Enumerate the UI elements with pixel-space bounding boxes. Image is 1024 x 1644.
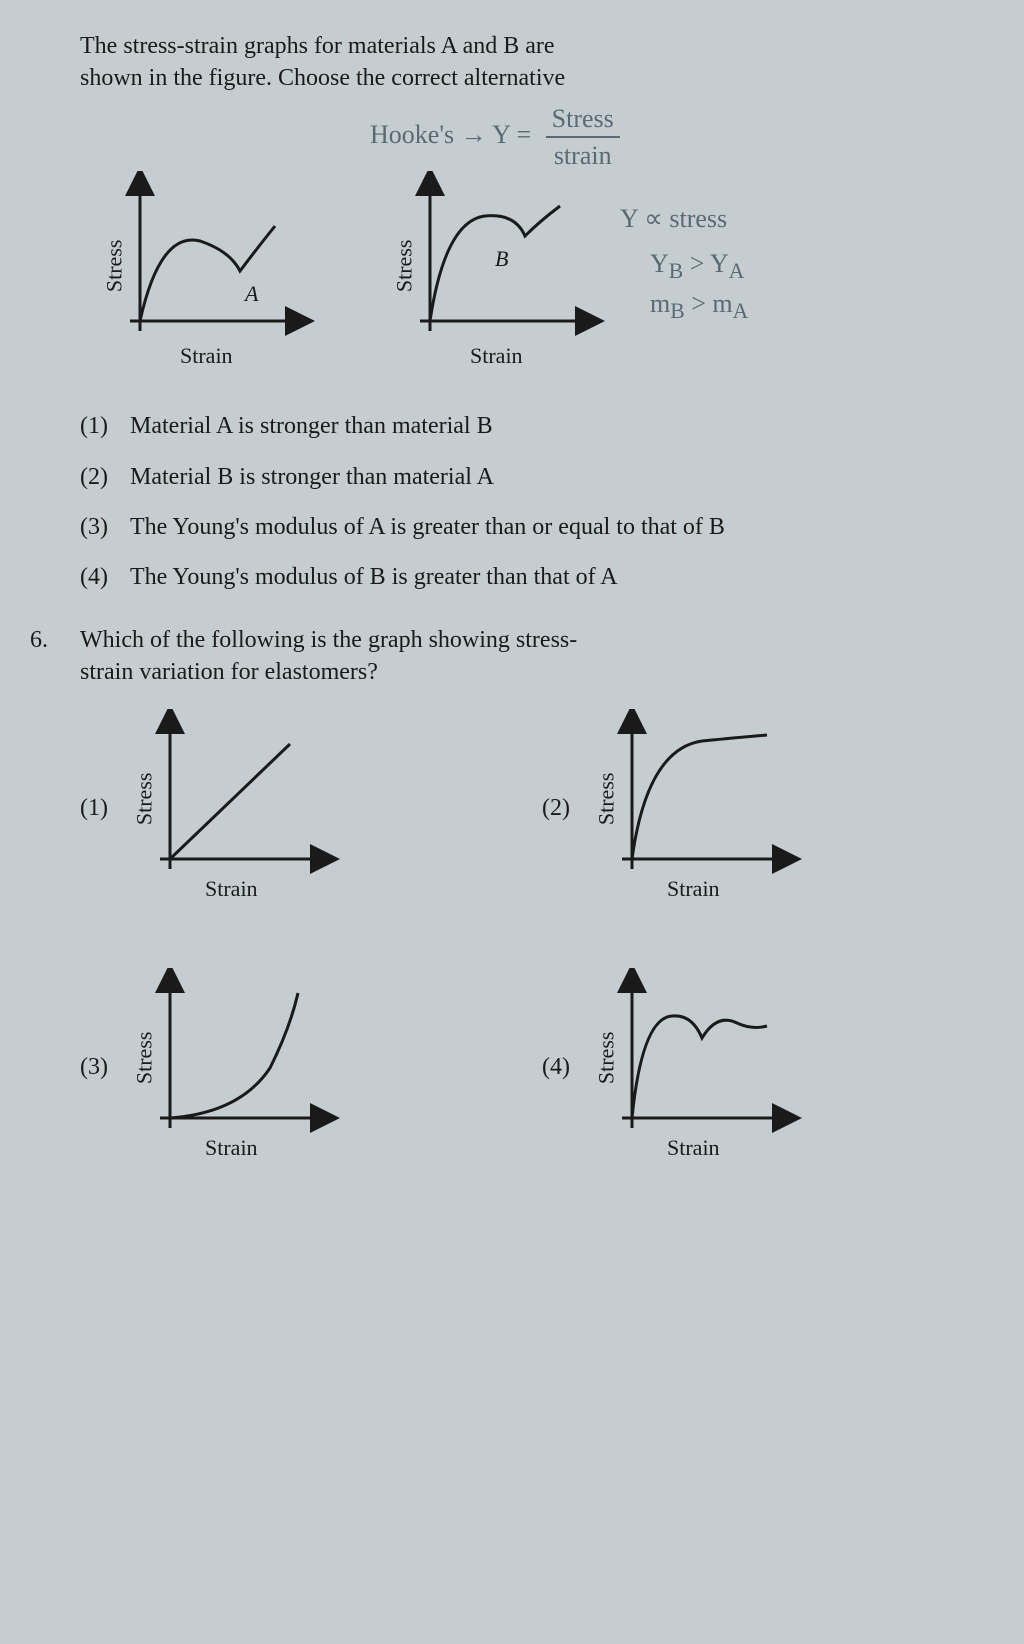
handwriting-yb: YB > YA	[650, 246, 744, 286]
handwriting-ya: Y ∝ stress	[620, 201, 727, 236]
q2-figure-4: Stress Strain	[602, 968, 802, 1167]
q1-options: (1) Material A is stronger than material…	[80, 410, 964, 594]
q2-fig3-ylabel: Stress	[129, 1031, 159, 1084]
q2-fig3-svg	[140, 968, 340, 1158]
figure-b: B Stress Strain	[400, 171, 610, 380]
q2-opt-num: (1)	[80, 792, 130, 824]
q2-option-2: (2) Stress Strain	[542, 709, 964, 908]
label-a: A	[243, 281, 259, 306]
q1-option-1: (1) Material A is stronger than material…	[80, 410, 964, 442]
q1-intro-line1: The stress-strain graphs for materials A…	[80, 30, 964, 62]
label-b: B	[495, 246, 508, 271]
q2-figure-2: Stress Strain	[602, 709, 802, 908]
handwriting-mb: mB > mA	[650, 286, 748, 326]
q2-fig1-ylabel: Stress	[129, 772, 159, 825]
q2-fig4-ylabel: Stress	[591, 1031, 621, 1084]
q2-fig2-xlabel: Strain	[667, 874, 720, 904]
handwriting-frac-bot: strain	[546, 138, 620, 173]
q2-curve-3	[170, 993, 298, 1118]
opt-text: The Young's modulus of B is greater than…	[130, 561, 964, 593]
q2-intro-line2: strain variation for elastomers?	[80, 656, 964, 688]
q2-options-grid: (1) Stress Strain (2) Stress Strain	[80, 709, 964, 1168]
figure-a: A Stress Strain	[110, 171, 320, 380]
opt-text: Material A is stronger than material B	[130, 410, 964, 442]
q2-fig4-svg	[602, 968, 802, 1158]
q1-intro: The stress-strain graphs for materials A…	[30, 30, 964, 95]
q1-option-2: (2) Material B is stronger than material…	[80, 461, 964, 493]
q2-opt-num: (4)	[542, 1051, 592, 1083]
q2-fig3-xlabel: Strain	[205, 1133, 258, 1163]
opt-text: The Young's modulus of A is greater than…	[130, 511, 964, 543]
q2-figure-3: Stress Strain	[140, 968, 340, 1167]
q2-fig1-xlabel: Strain	[205, 874, 258, 904]
handwriting-hookes-text: Hooke's → Y =	[370, 120, 531, 149]
opt-num: (1)	[80, 410, 130, 442]
opt-num: (4)	[80, 561, 130, 593]
handwriting-frac-top: Stress	[546, 101, 620, 138]
q1-option-3: (3) The Young's modulus of A is greater …	[80, 511, 964, 543]
q2-intro: 6. Which of the following is the graph s…	[30, 624, 964, 689]
q2-fig1-svg	[140, 709, 340, 899]
q1-option-4: (4) The Young's modulus of B is greater …	[80, 561, 964, 593]
q2-curve-2	[632, 735, 767, 859]
fig-b-xlabel: Strain	[470, 341, 523, 371]
q2-fig2-ylabel: Stress	[591, 772, 621, 825]
q2-curve-4	[632, 1016, 767, 1118]
q2-curve-1	[170, 744, 290, 859]
q2-figure-1: Stress Strain	[140, 709, 340, 908]
q2-intro-line1: Which of the following is the graph show…	[80, 624, 964, 656]
opt-num: (2)	[80, 461, 130, 493]
handwriting-hookes: Hooke's → Y = Stress strain	[370, 101, 620, 173]
q2-fig2-svg	[602, 709, 802, 899]
opt-text: Material B is stronger than material A	[130, 461, 964, 493]
q1-intro-line2: shown in the figure. Choose the correct …	[80, 62, 964, 94]
q2-number: 6.	[30, 624, 48, 656]
q2-opt-num: (2)	[542, 792, 592, 824]
q1-figures: A Stress Strain B Stress Strain Y ∝ stre…	[110, 171, 964, 380]
fig-a-xlabel: Strain	[180, 341, 233, 371]
q2-option-4: (4) Stress Strain	[542, 968, 964, 1167]
fig-a-ylabel: Stress	[99, 239, 129, 292]
curve-a	[140, 226, 275, 321]
q2-option-3: (3) Stress Strain	[80, 968, 502, 1167]
q2-fig4-xlabel: Strain	[667, 1133, 720, 1163]
opt-num: (3)	[80, 511, 130, 543]
q2-option-1: (1) Stress Strain	[80, 709, 502, 908]
fig-b-ylabel: Stress	[389, 239, 419, 292]
q2-opt-num: (3)	[80, 1051, 130, 1083]
